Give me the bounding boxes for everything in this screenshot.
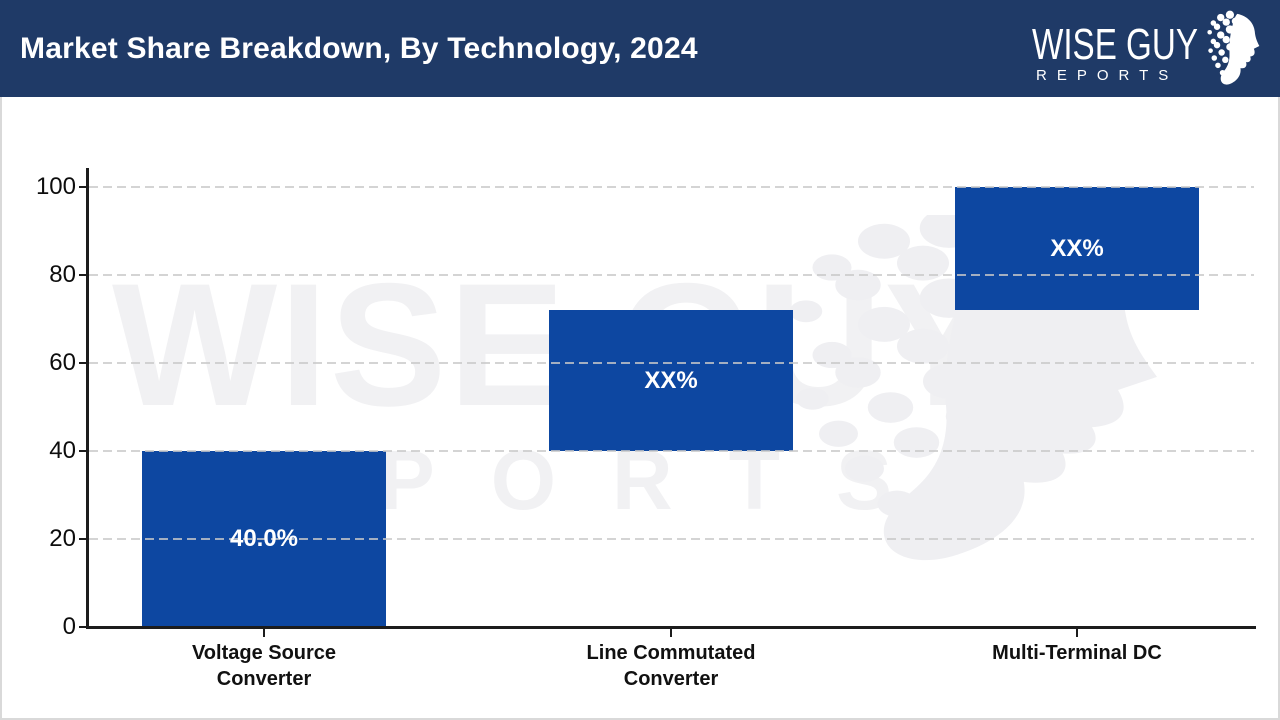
y-axis-spine (86, 168, 89, 629)
logo-sub-text: REPORTS (1036, 67, 1178, 84)
gridline (89, 362, 1254, 364)
gridline (89, 186, 1254, 188)
y-tick-label: 20 (49, 525, 76, 552)
bar (955, 187, 1199, 311)
x-axis-label: Voltage Source Converter (191, 642, 337, 691)
y-tick-label: 0 (62, 613, 76, 640)
y-tick-mark (79, 186, 88, 188)
page-title: Market Share Breakdown, By Technology, 2… (20, 31, 698, 65)
logo-name-text: WISE GUY (1032, 20, 1198, 69)
gridline (89, 450, 1254, 452)
x-tick-mark (263, 629, 265, 637)
y-tick-label: 60 (49, 349, 76, 376)
header: Market Share Breakdown, By Technology, 2… (0, 0, 1280, 97)
y-tick-mark (79, 450, 88, 452)
x-axis-label: Multi-Terminal DC (992, 642, 1162, 664)
x-axis-label: Line Commutated Converter (586, 642, 756, 691)
y-tick-mark (79, 626, 88, 628)
bar-value-label: XX% (644, 366, 698, 394)
bar (549, 310, 793, 451)
x-tick-mark (670, 629, 672, 637)
gridline (89, 538, 1254, 540)
y-tick-mark (79, 538, 88, 540)
bar-value-label: XX% (1050, 234, 1104, 262)
wise-guy-reports-logo: WISE GUY REPORTS (1032, 10, 1260, 85)
y-tick-label: 40 (49, 437, 76, 464)
y-tick-label: 80 (49, 261, 76, 288)
gridline (89, 274, 1254, 276)
logo-face-icon (1207, 10, 1260, 85)
x-axis-spine (86, 626, 1256, 629)
y-tick-mark (79, 362, 88, 364)
bar-value-label: 40.0% (229, 525, 299, 552)
x-tick-mark (1076, 629, 1078, 637)
y-tick-mark (79, 274, 88, 276)
y-tick-label: 100 (35, 173, 76, 200)
